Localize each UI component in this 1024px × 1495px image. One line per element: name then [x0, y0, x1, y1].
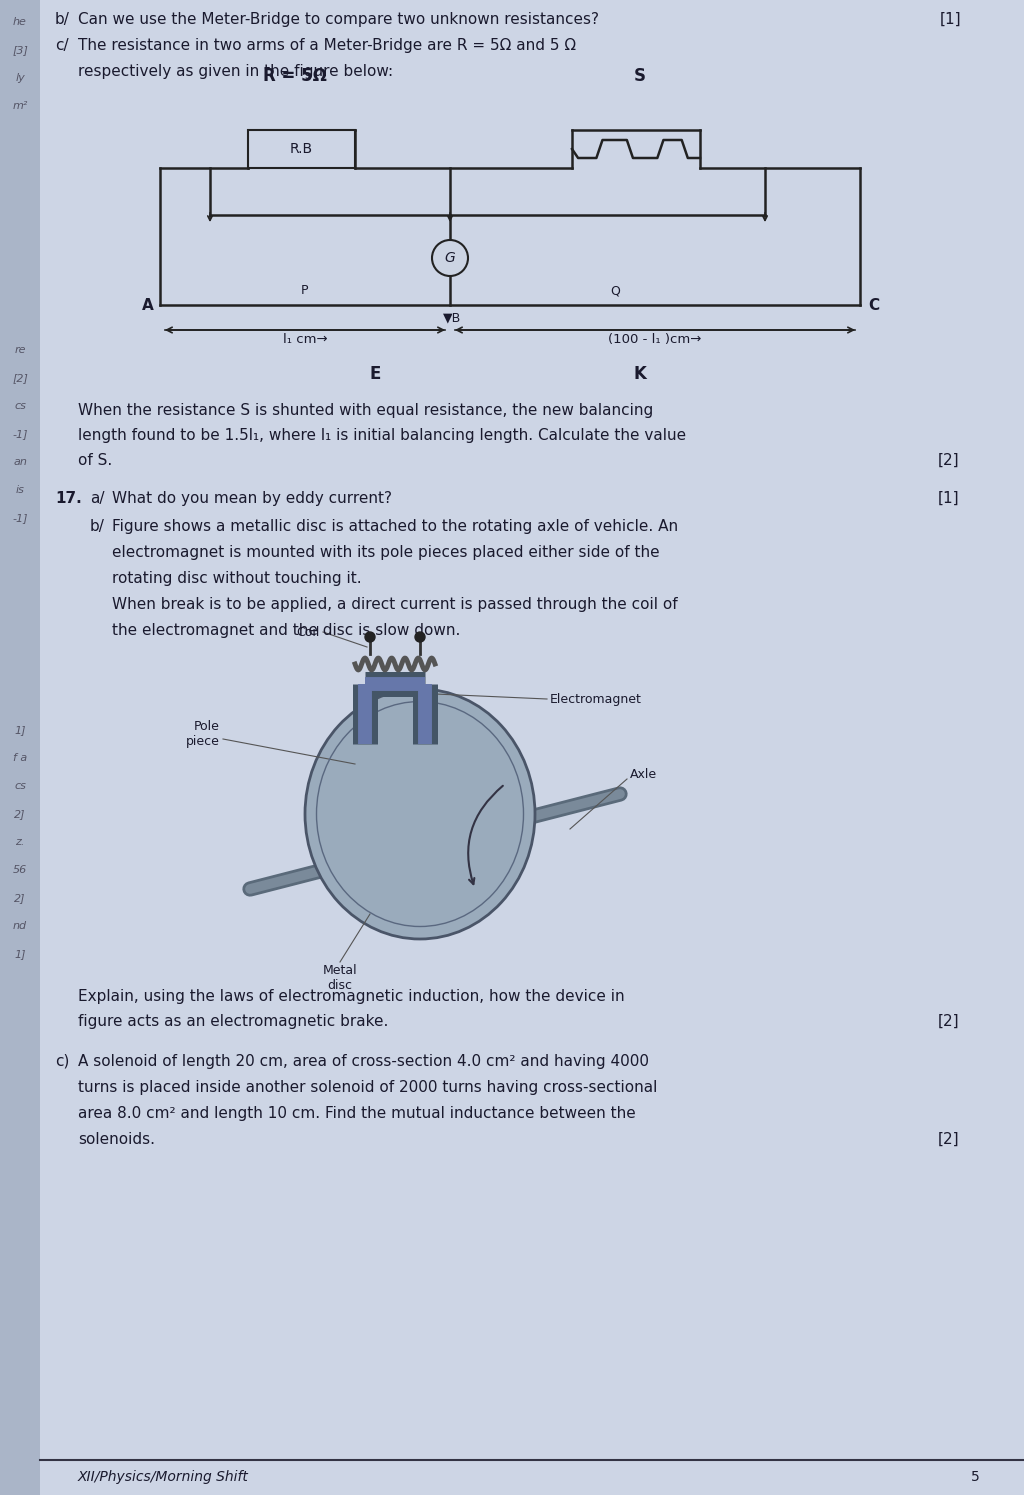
Text: Figure shows a metallic disc is attached to the rotating axle of vehicle. An: Figure shows a metallic disc is attached… — [112, 519, 678, 534]
Text: rotating disc without touching it.: rotating disc without touching it. — [112, 571, 361, 586]
Text: is: is — [15, 484, 25, 495]
Text: an: an — [13, 457, 27, 466]
Text: 5: 5 — [971, 1470, 980, 1485]
Text: A solenoid of length 20 cm, area of cross-section 4.0 cm² and having 4000: A solenoid of length 20 cm, area of cros… — [78, 1054, 649, 1069]
Text: XII/Physics/Morning Shift: XII/Physics/Morning Shift — [78, 1470, 249, 1485]
Text: c/: c/ — [55, 37, 69, 52]
Text: a/: a/ — [90, 490, 104, 505]
Text: R = 5Ω: R = 5Ω — [263, 67, 327, 85]
Text: 1]: 1] — [14, 949, 26, 958]
Text: (100 - l₁ )cm→: (100 - l₁ )cm→ — [608, 333, 701, 345]
Text: b/: b/ — [90, 519, 104, 534]
Text: -1]: -1] — [12, 513, 28, 523]
Circle shape — [365, 632, 375, 641]
Text: the electromagnet and the disc is slow down.: the electromagnet and the disc is slow d… — [112, 623, 461, 638]
Text: The resistance in two arms of a Meter-Bridge are R = 5Ω and 5 Ω: The resistance in two arms of a Meter-Br… — [78, 37, 577, 52]
Text: cs: cs — [14, 780, 26, 791]
Text: m²: m² — [12, 102, 28, 111]
Text: [1]: [1] — [938, 490, 959, 505]
Text: Pole
piece: Pole piece — [186, 721, 220, 748]
Text: P: P — [301, 284, 309, 298]
Text: ly: ly — [15, 73, 25, 84]
Text: When the resistance S is shunted with equal resistance, the new balancing: When the resistance S is shunted with eq… — [78, 404, 653, 419]
Text: nd: nd — [13, 921, 27, 931]
Ellipse shape — [305, 689, 535, 939]
Text: 2]: 2] — [14, 809, 26, 819]
Circle shape — [432, 241, 468, 277]
Text: When break is to be applied, a direct current is passed through the coil of: When break is to be applied, a direct cu… — [112, 597, 678, 611]
Text: Coil: Coil — [297, 625, 319, 638]
Text: length found to be 1.5l₁, where l₁ is initial balancing length. Calculate the va: length found to be 1.5l₁, where l₁ is in… — [78, 428, 686, 443]
Bar — [248, 130, 355, 167]
Text: turns is placed inside another solenoid of 2000 turns having cross-sectional: turns is placed inside another solenoid … — [78, 1079, 657, 1094]
Text: 17.: 17. — [55, 490, 82, 505]
Text: K: K — [634, 365, 646, 383]
Text: Metal
disc: Metal disc — [323, 964, 357, 993]
Text: Electromagnet: Electromagnet — [550, 692, 642, 706]
Text: Axle: Axle — [630, 767, 657, 780]
Text: What do you mean by eddy current?: What do you mean by eddy current? — [112, 490, 392, 505]
Text: Can we use the Meter-Bridge to compare two unknown resistances?: Can we use the Meter-Bridge to compare t… — [78, 12, 599, 27]
Text: cs: cs — [14, 401, 26, 411]
Text: figure acts as an electromagnetic brake.: figure acts as an electromagnetic brake. — [78, 1014, 388, 1029]
Text: b/: b/ — [55, 12, 70, 27]
Text: z.: z. — [15, 837, 25, 848]
Text: [2]: [2] — [12, 372, 28, 383]
Text: re: re — [14, 345, 26, 354]
Text: c): c) — [55, 1054, 70, 1069]
Text: ▼B: ▼B — [442, 311, 461, 324]
Text: E: E — [370, 365, 381, 383]
Text: G: G — [444, 251, 456, 265]
Text: f a: f a — [13, 753, 27, 762]
Text: [3]: [3] — [12, 45, 28, 55]
Text: he: he — [13, 16, 27, 27]
Text: of S.: of S. — [78, 453, 113, 468]
Text: Explain, using the laws of electromagnetic induction, how the device in: Explain, using the laws of electromagnet… — [78, 990, 625, 1005]
Text: Q: Q — [610, 284, 620, 298]
Text: [2]: [2] — [938, 1132, 959, 1147]
Text: l₁ cm→: l₁ cm→ — [283, 333, 328, 345]
Bar — [0, 0, 40, 1495]
Text: respectively as given in the figure below:: respectively as given in the figure belo… — [78, 64, 393, 79]
Text: [2]: [2] — [938, 1014, 959, 1029]
Circle shape — [415, 632, 425, 641]
Text: [2]: [2] — [938, 453, 959, 468]
Text: -1]: -1] — [12, 429, 28, 440]
Text: A: A — [142, 298, 154, 312]
Text: electromagnet is mounted with its pole pieces placed either side of the: electromagnet is mounted with its pole p… — [112, 546, 659, 561]
Text: R.B: R.B — [290, 142, 313, 155]
Text: solenoids.: solenoids. — [78, 1132, 155, 1147]
Text: 2]: 2] — [14, 893, 26, 903]
Text: S: S — [634, 67, 646, 85]
Text: C: C — [868, 298, 880, 312]
Text: 56: 56 — [13, 866, 27, 875]
Text: [1]: [1] — [940, 12, 962, 27]
Text: 1]: 1] — [14, 725, 26, 736]
Text: area 8.0 cm² and length 10 cm. Find the mutual inductance between the: area 8.0 cm² and length 10 cm. Find the … — [78, 1106, 636, 1121]
